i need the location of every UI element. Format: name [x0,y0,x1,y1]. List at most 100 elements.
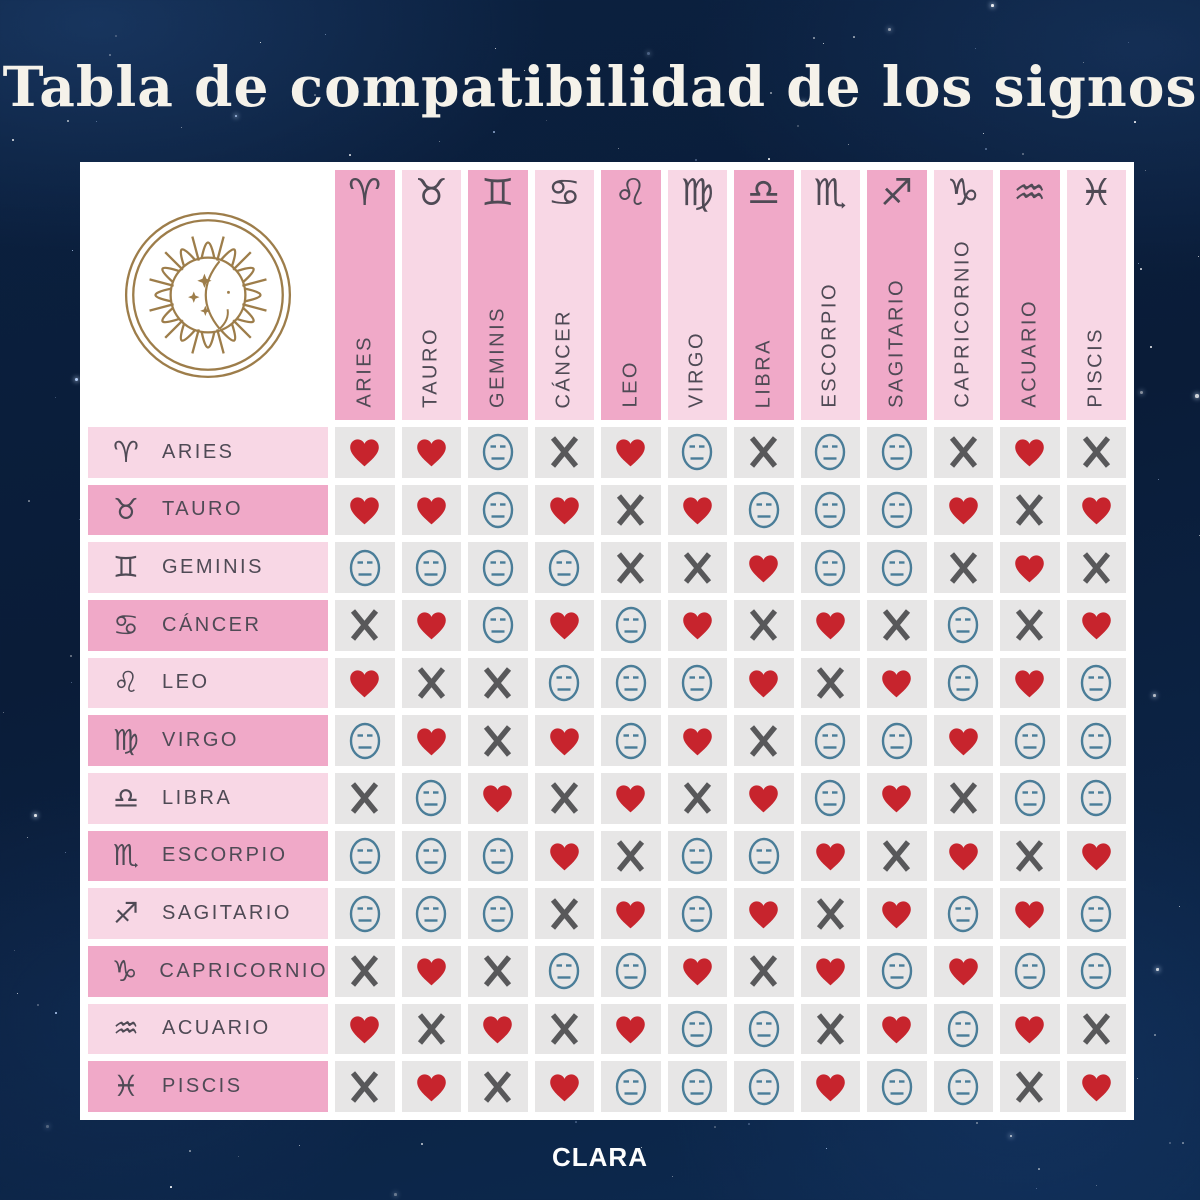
matrix-cell [934,542,994,593]
neutral-face-icon [680,1067,714,1107]
star-dot [823,43,824,44]
star-dot [495,48,496,49]
heart-icon [946,494,981,526]
column-label: SAGITARIO [885,278,908,408]
matrix-cell [535,946,595,997]
zodiac-symbol-icon: ♌ [102,668,150,697]
matrix-cell [934,658,994,709]
star-dot [260,42,261,43]
matrix-cell [601,715,661,766]
zodiac-symbol-icon: ♋ [535,174,595,211]
star-dot [12,139,14,141]
matrix-cell [934,888,994,939]
row-header-geminis: ♊ GEMINIS [88,542,328,593]
matrix-cell [335,773,395,824]
star-dot [797,125,799,127]
matrix-cell [468,658,528,709]
column-header-piscis: ♓ PISCIS [1067,170,1127,420]
x-icon [416,665,447,701]
star-dot [714,1126,716,1128]
column-label: CAPRICORNIO [952,239,975,408]
matrix-cell [1000,658,1060,709]
matrix-cell [1000,542,1060,593]
matrix-cell [734,773,794,824]
neutral-face-icon [946,663,980,703]
neutral-face-icon [348,836,382,876]
star-dot [75,378,78,381]
matrix-cell [335,1004,395,1055]
matrix-cell [601,658,661,709]
x-icon [549,434,580,470]
column-label: CÁNCER [553,309,576,408]
neutral-face-icon [481,605,515,645]
heart-icon [813,609,848,641]
matrix-cell [335,888,395,939]
matrix-cell [934,485,994,536]
matrix-cell [535,658,595,709]
zodiac-symbol-icon: ♍ [668,174,728,211]
matrix-cell [801,715,861,766]
neutral-face-icon [880,1067,914,1107]
star-dot [115,35,117,37]
star-dot [493,131,495,133]
heart-icon [347,436,382,468]
matrix-cell [535,485,595,536]
heart-icon [1079,840,1114,872]
zodiac-symbol-icon: ♒ [102,1014,150,1043]
matrix-cell [335,542,395,593]
heart-icon [946,725,981,757]
heart-icon [547,840,582,872]
neutral-face-icon [547,951,581,991]
zodiac-symbol-icon: ♓ [102,1072,150,1101]
x-icon [682,550,713,586]
x-icon [748,953,779,989]
neutral-face-icon [348,548,382,588]
matrix-cell [468,715,528,766]
matrix-cell [934,946,994,997]
column-label: PISCIS [1085,327,1108,408]
column-header-geminis: ♊ GEMINIS [468,170,528,420]
row-label: ARIES [162,441,235,464]
star-dot [34,814,37,817]
x-icon [1081,550,1112,586]
x-icon [748,434,779,470]
neutral-face-icon [880,951,914,991]
star-dot [1138,263,1139,264]
zodiac-symbol-icon: ♓ [1067,174,1127,211]
star-dot [17,993,18,994]
star-dot [1140,391,1143,394]
matrix-cell [934,831,994,882]
matrix-cell [1000,427,1060,478]
column-header-virgo: ♍ VIRGO [668,170,728,420]
matrix-cell [468,600,528,651]
brand-logo: CLARA [0,1142,1200,1173]
star-dot [1134,121,1136,123]
column-header-libra: ♎ LIBRA [734,170,794,420]
matrix-cell [867,1004,927,1055]
neutral-face-icon [946,1067,980,1107]
matrix-cell [668,600,728,651]
neutral-face-icon [614,951,648,991]
column-header-leo: ♌ LEO [601,170,661,420]
neutral-face-icon [348,721,382,761]
row-label: PISCIS [162,1075,243,1098]
matrix-cell [468,542,528,593]
x-icon [815,665,846,701]
star-dot [672,1176,673,1177]
matrix-cell [801,427,861,478]
matrix-cell [402,1004,462,1055]
matrix-cell [801,600,861,651]
neutral-face-icon [481,548,515,588]
matrix-cell [668,888,728,939]
matrix-cell [601,485,661,536]
row-header-escorpio: ♏ ESCORPIO [88,831,328,882]
heart-icon [746,898,781,930]
matrix-cell [734,658,794,709]
heart-icon [879,898,914,930]
zodiac-symbol-icon: ♏ [801,174,861,211]
zodiac-symbol-icon: ♐ [867,174,927,211]
neutral-face-icon [880,490,914,530]
matrix-cell [934,1004,994,1055]
column-label: ESCORPIO [819,282,842,408]
star-dot [1179,906,1180,907]
